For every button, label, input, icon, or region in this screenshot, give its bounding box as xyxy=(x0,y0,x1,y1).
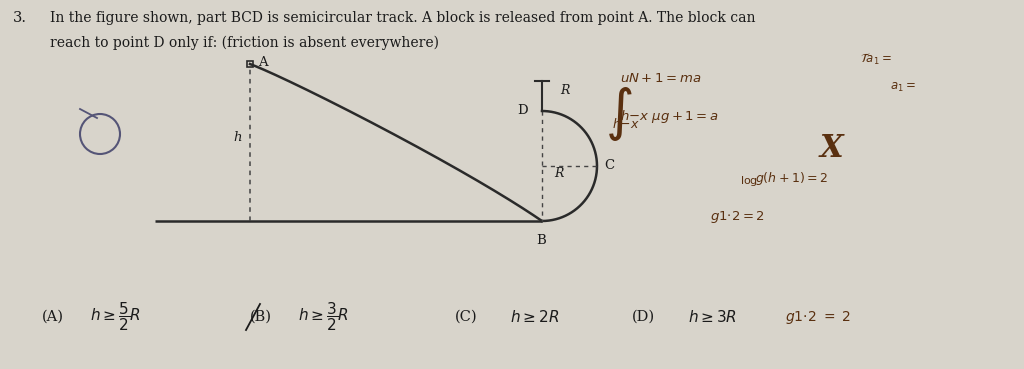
Text: B: B xyxy=(537,234,546,247)
Text: (D): (D) xyxy=(632,310,655,324)
Text: $\mathcal{T}a_1=$: $\mathcal{T}a_1=$ xyxy=(860,51,892,66)
Text: C: C xyxy=(604,159,614,172)
Text: $\log$: $\log$ xyxy=(740,174,758,188)
Text: $g1{\cdot}2=2$: $g1{\cdot}2=2$ xyxy=(710,209,765,225)
Text: $a_1=$: $a_1=$ xyxy=(890,80,915,94)
Text: $\int$: $\int$ xyxy=(605,85,633,143)
Text: $g1{\cdot}2\ =\ 2$: $g1{\cdot}2\ =\ 2$ xyxy=(785,308,851,325)
Text: $h\geq\dfrac{3}{2}R$: $h\geq\dfrac{3}{2}R$ xyxy=(298,301,349,333)
Text: $g(h+1)=2$: $g(h+1)=2$ xyxy=(755,170,827,187)
Text: 3.: 3. xyxy=(13,11,27,25)
Text: R: R xyxy=(560,85,569,97)
Text: (A): (A) xyxy=(42,310,63,324)
Text: R: R xyxy=(554,168,563,180)
Text: (B): (B) xyxy=(250,310,272,324)
Text: $h{-}x\ \mu g+1=a$: $h{-}x\ \mu g+1=a$ xyxy=(620,108,719,125)
Text: A: A xyxy=(258,55,267,69)
Text: X: X xyxy=(820,134,844,165)
Text: $h\geq 2R$: $h\geq 2R$ xyxy=(510,309,559,325)
Bar xyxy=(247,61,253,67)
Text: $h\geq 3R$: $h\geq 3R$ xyxy=(688,309,736,325)
Text: $uN+1=ma$: $uN+1=ma$ xyxy=(620,72,701,86)
Text: D: D xyxy=(517,104,528,117)
Text: In the figure shown, part BCD is semicircular track. A block is released from po: In the figure shown, part BCD is semicir… xyxy=(50,11,756,25)
Text: $h\geq\dfrac{5}{2}R$: $h\geq\dfrac{5}{2}R$ xyxy=(90,301,141,333)
Text: reach to point D only if: (friction is absent everywhere): reach to point D only if: (friction is a… xyxy=(50,36,439,51)
Text: $h{-}x$: $h{-}x$ xyxy=(612,117,640,131)
Text: (C): (C) xyxy=(455,310,477,324)
Text: h: h xyxy=(233,131,242,144)
